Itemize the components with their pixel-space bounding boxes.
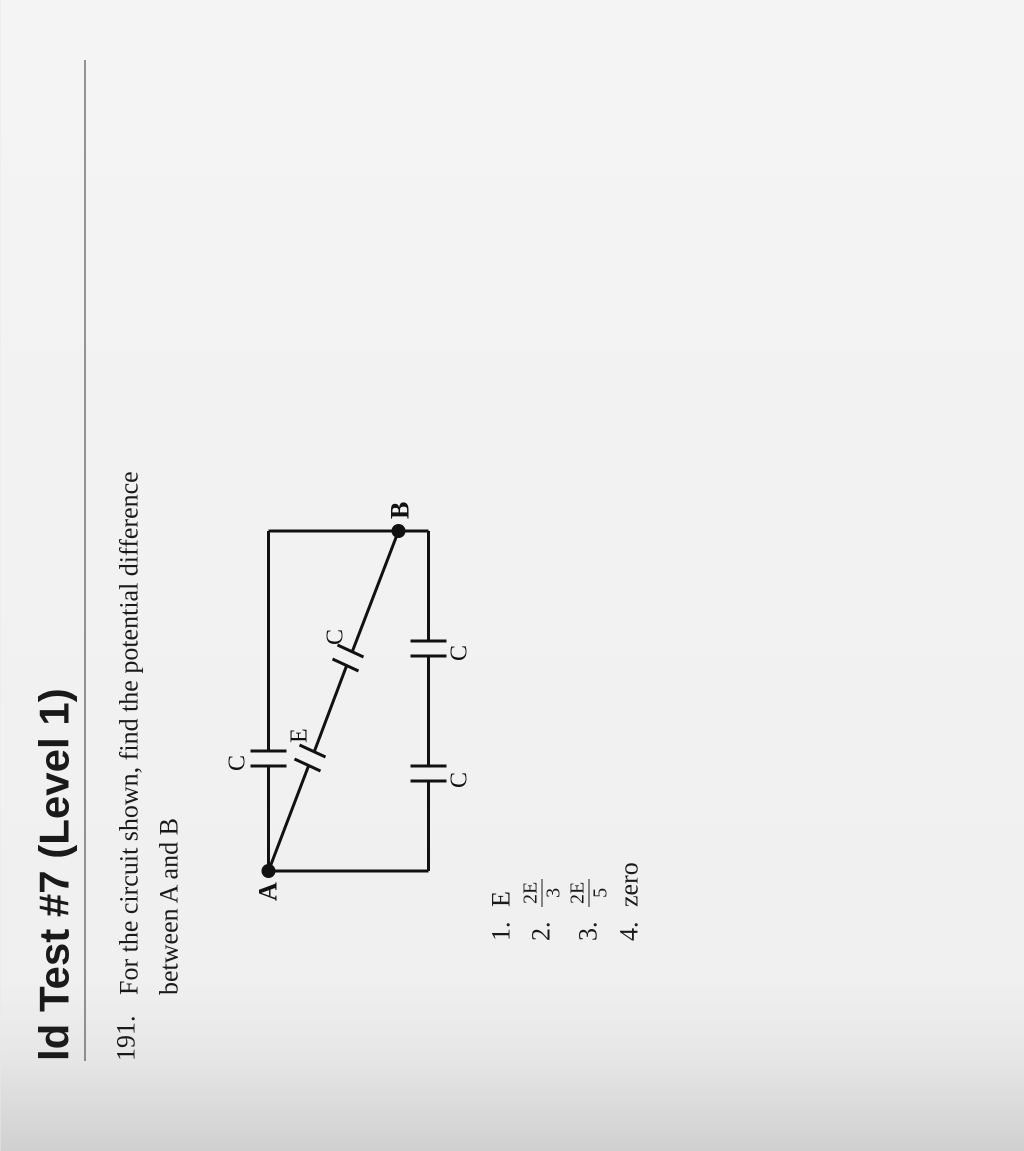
answer-4-val: zero: [614, 862, 644, 907]
test-header: ld Test #7 (Level 1): [30, 60, 78, 1061]
cap-bottom-right-label: C: [446, 645, 468, 661]
answer-2-bot: 3: [542, 888, 563, 898]
question-text-line1: For the circuit shown, find the potentia…: [111, 471, 146, 995]
answer-list: 1. E 2. 2E 3 3. 2E 5 4. zero: [486, 60, 644, 941]
question-number: 191.: [111, 1005, 146, 1061]
node-a-label: A: [253, 882, 282, 901]
answer-3-num: 3.: [574, 915, 604, 941]
answer-4: 4. zero: [614, 60, 644, 941]
cap-top-label: C: [224, 755, 250, 771]
bottom-branch: [268, 531, 446, 871]
question-row: 191. For the circuit shown, find the pot…: [111, 60, 146, 1061]
top-branch: [250, 531, 398, 871]
answer-2-frac: 2E 3: [520, 879, 563, 907]
node-b-label: B: [385, 502, 414, 519]
answer-1-val: E: [486, 891, 516, 907]
answer-2-top: 2E: [520, 879, 542, 907]
answer-3-bot: 5: [589, 888, 610, 898]
cap-bottom-left-label: C: [446, 772, 468, 788]
circuit-figure: C C C: [198, 491, 468, 911]
answer-3-frac: 2E 5: [567, 879, 610, 907]
answer-3: 3. 2E 5: [567, 60, 610, 941]
answer-1: 1. E: [486, 60, 516, 941]
answer-2: 2. 2E 3: [520, 60, 563, 941]
cap-mid-right-label: C: [322, 629, 348, 645]
answer-3-top: 2E: [567, 879, 589, 907]
answer-4-num: 4.: [614, 915, 644, 941]
question-text-line2: between A and B: [154, 60, 184, 995]
header-divider: [84, 60, 85, 1061]
cap-e-label: E: [286, 728, 312, 743]
answer-2-num: 2.: [527, 915, 557, 941]
diagonal-branch: [268, 531, 398, 871]
answer-1-num: 1.: [486, 915, 516, 941]
